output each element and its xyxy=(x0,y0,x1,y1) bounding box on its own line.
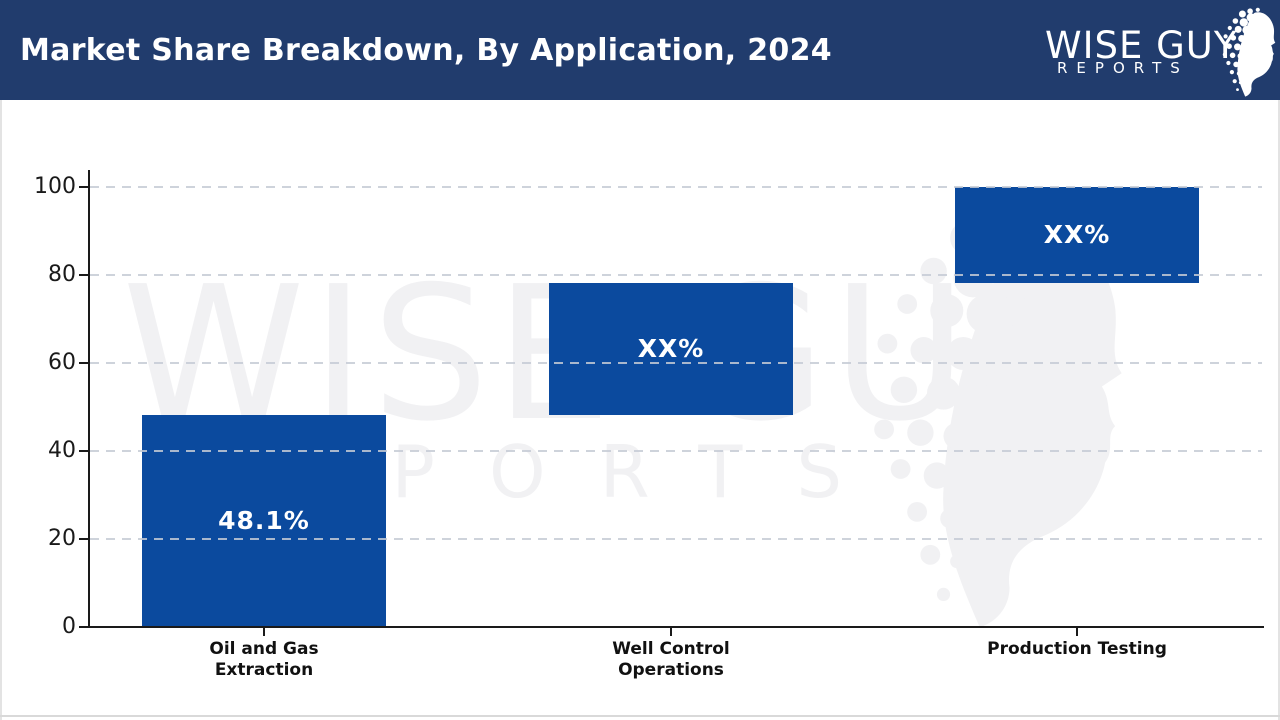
x-category-label-line: Operations xyxy=(618,660,724,680)
y-tick-mark xyxy=(79,273,88,276)
x-tick-mark xyxy=(670,628,672,636)
y-tick-mark xyxy=(79,625,88,628)
y-tick-label: 20 xyxy=(48,525,76,551)
plot-area: 0 20 40 60 80 100 48.1% XX% XX% Oil and Gas Extrac… xyxy=(0,100,1280,720)
x-category-label-line: Well Control xyxy=(612,639,730,659)
x-category-label-line: Production Testing xyxy=(987,639,1167,659)
y-tick-label: 100 xyxy=(34,174,76,199)
y-tick-mark xyxy=(79,449,88,452)
gridline-100 xyxy=(90,186,1262,188)
frame-left-border xyxy=(0,100,2,720)
bar-segment: XX% xyxy=(549,282,793,416)
x-category-label-line: Oil and Gas xyxy=(209,639,319,659)
y-tick-mark xyxy=(79,361,88,364)
y-tick-label: 80 xyxy=(48,261,76,287)
gridline-40 xyxy=(90,449,1262,452)
y-tick-label: 60 xyxy=(48,349,76,375)
gridline-80 xyxy=(90,273,1262,276)
frame-right-border xyxy=(1278,100,1280,720)
bar-value-label: XX% xyxy=(1043,220,1111,250)
gridline-60 xyxy=(90,361,1262,364)
x-category-label: Production Testing xyxy=(927,639,1227,660)
bar-value-label: XX% xyxy=(637,334,705,364)
bar-segment: 48.1% xyxy=(142,415,386,627)
y-tick-mark xyxy=(79,186,88,188)
x-category-label: Well Control Operations xyxy=(521,639,821,681)
y-tick-mark xyxy=(79,537,88,540)
bar-segment: XX% xyxy=(955,187,1199,283)
x-axis-spine xyxy=(88,626,1264,628)
wiseguy-logo-subtext: REPORTS xyxy=(1057,59,1189,77)
x-category-label-line: Extraction xyxy=(214,660,314,680)
frame-bottom-border xyxy=(0,715,1280,717)
header-band: Market Share Breakdown, By Application, … xyxy=(0,0,1280,100)
gridline-20 xyxy=(90,537,1262,540)
page-title: Market Share Breakdown, By Application, … xyxy=(20,32,832,68)
x-tick-mark xyxy=(263,628,265,636)
y-tick-label: 0 xyxy=(62,613,76,639)
wiseguy-logo-text: WISE GUY xyxy=(1045,24,1238,67)
wiseguy-face-icon xyxy=(1206,7,1276,98)
y-axis-spine xyxy=(88,170,90,628)
bar-value-label: 48.1% xyxy=(218,506,310,536)
y-tick-label: 40 xyxy=(48,437,76,463)
x-tick-mark xyxy=(1076,628,1078,636)
x-category-label: Oil and Gas Extraction xyxy=(114,639,414,681)
